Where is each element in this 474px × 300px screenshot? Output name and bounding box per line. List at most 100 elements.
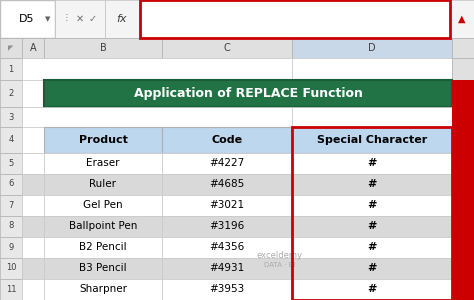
Bar: [452, 237, 474, 258]
Bar: [22, 80, 44, 107]
Text: Gel Pen: Gel Pen: [83, 200, 123, 210]
Text: Eraser: Eraser: [86, 158, 120, 168]
Bar: [55, 0, 105, 38]
Bar: [0, 80, 22, 107]
Text: 2: 2: [9, 88, 14, 98]
Text: #3196: #3196: [210, 221, 245, 231]
Text: A: A: [30, 43, 36, 53]
Text: 7: 7: [9, 200, 14, 209]
Text: #4356: #4356: [210, 242, 245, 252]
Text: 8: 8: [9, 221, 14, 230]
Bar: [292, 216, 452, 237]
Text: #: #: [367, 263, 377, 273]
Bar: [162, 38, 292, 58]
Text: #: #: [367, 158, 377, 168]
Bar: [292, 258, 452, 279]
Bar: [292, 107, 452, 127]
Text: #: #: [367, 179, 377, 189]
Text: ◤: ◤: [9, 45, 14, 51]
Bar: [22, 38, 44, 58]
Bar: [0, 127, 22, 153]
Bar: [292, 58, 452, 80]
Bar: [162, 127, 292, 153]
Text: #: #: [367, 200, 377, 210]
Bar: [162, 279, 292, 300]
Text: B3 Pencil: B3 Pencil: [79, 263, 127, 273]
Text: #: #: [367, 242, 377, 252]
Text: Ruler: Ruler: [90, 179, 117, 189]
Bar: [0, 258, 22, 279]
Text: #3021: #3021: [210, 200, 245, 210]
Text: 6: 6: [9, 179, 14, 188]
Bar: [0, 0, 55, 38]
Bar: [22, 258, 44, 279]
Bar: [162, 174, 292, 195]
Bar: [452, 258, 474, 279]
Bar: [292, 38, 452, 58]
Text: 1: 1: [9, 64, 14, 74]
Bar: [292, 237, 452, 258]
Bar: [452, 127, 474, 153]
Bar: [22, 107, 292, 127]
Text: D5: D5: [19, 14, 35, 24]
Bar: [452, 80, 474, 107]
Text: =REPLACE(C5,1,5,"#"): =REPLACE(C5,1,5,"#"): [148, 14, 283, 24]
Bar: [0, 153, 22, 174]
Bar: [162, 258, 292, 279]
Bar: [44, 258, 162, 279]
Text: 9: 9: [9, 242, 14, 251]
Bar: [452, 38, 474, 58]
Bar: [44, 237, 162, 258]
Text: C: C: [224, 43, 230, 53]
Text: Code: Code: [211, 135, 243, 145]
Bar: [452, 279, 474, 300]
Text: Special Character: Special Character: [317, 135, 427, 145]
Text: ✓: ✓: [89, 14, 97, 24]
Text: ▼: ▼: [46, 16, 51, 22]
Bar: [44, 153, 162, 174]
Text: D: D: [368, 43, 376, 53]
Text: #4685: #4685: [210, 179, 245, 189]
Bar: [22, 237, 44, 258]
Bar: [44, 80, 452, 107]
Text: 4: 4: [9, 136, 14, 145]
Bar: [22, 279, 44, 300]
Bar: [44, 174, 162, 195]
Bar: [162, 153, 292, 174]
Text: fx: fx: [117, 14, 127, 24]
Text: Sharpner: Sharpner: [79, 284, 127, 294]
Bar: [452, 107, 474, 127]
Text: Application of REPLACE Function: Application of REPLACE Function: [134, 86, 363, 100]
Bar: [452, 58, 474, 80]
Bar: [292, 153, 452, 174]
Text: 5: 5: [9, 158, 14, 167]
Bar: [22, 58, 292, 80]
Text: #3953: #3953: [210, 284, 245, 294]
Bar: [22, 216, 44, 237]
Text: #: #: [367, 221, 377, 231]
Bar: [0, 107, 22, 127]
Bar: [0, 216, 22, 237]
Bar: [44, 216, 162, 237]
Text: #4931: #4931: [210, 263, 245, 273]
Bar: [162, 216, 292, 237]
Bar: [22, 174, 44, 195]
Text: 10: 10: [6, 263, 16, 272]
Bar: [44, 38, 162, 58]
Bar: [105, 0, 140, 38]
Bar: [0, 195, 22, 216]
Text: #4227: #4227: [210, 158, 245, 168]
Bar: [162, 237, 292, 258]
Bar: [22, 195, 44, 216]
Text: Ballpoint Pen: Ballpoint Pen: [69, 221, 137, 231]
Text: B: B: [100, 43, 106, 53]
Bar: [292, 174, 452, 195]
Bar: [0, 174, 22, 195]
Bar: [292, 127, 452, 300]
Text: ⁝: ⁝: [65, 14, 69, 24]
Bar: [452, 153, 474, 174]
Bar: [452, 174, 474, 195]
Bar: [44, 195, 162, 216]
Text: #: #: [367, 284, 377, 294]
Bar: [140, 0, 450, 38]
